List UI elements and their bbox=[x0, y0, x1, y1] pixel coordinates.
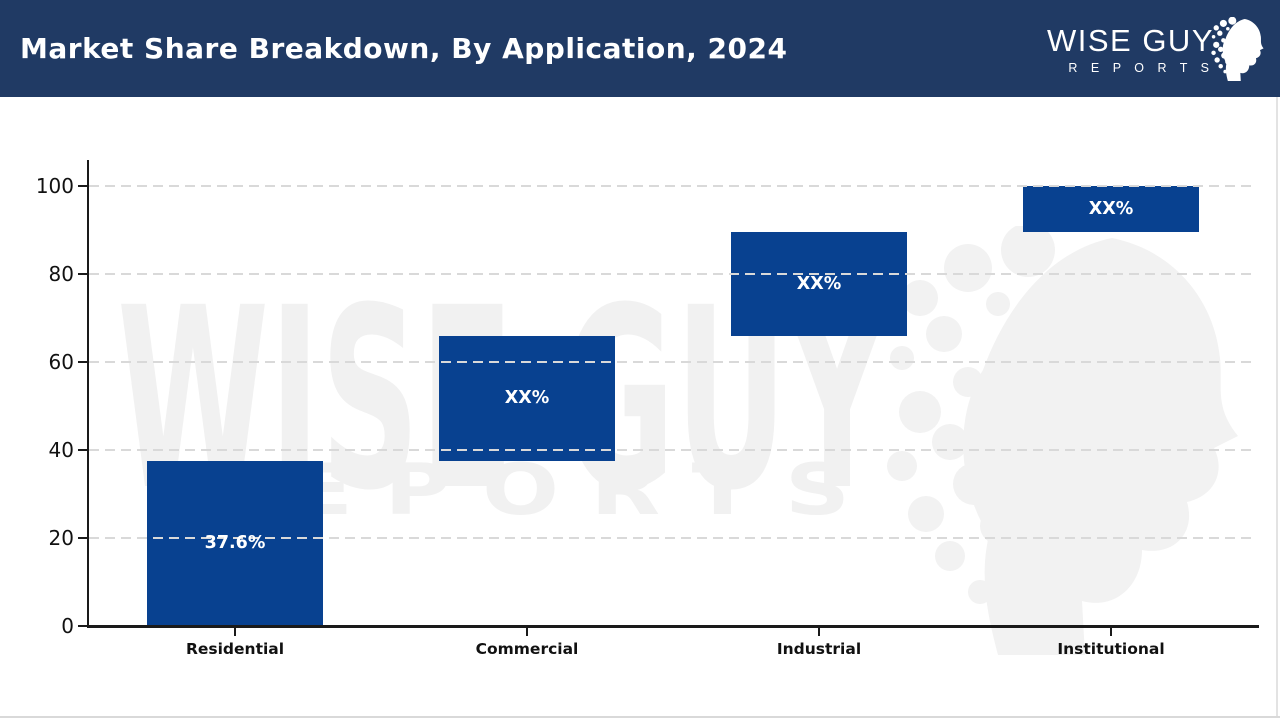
gridline bbox=[89, 273, 1257, 275]
y-tick-mark bbox=[78, 537, 87, 539]
header-bar: Market Share Breakdown, By Application, … bbox=[0, 0, 1280, 97]
logo-head-icon bbox=[1210, 17, 1268, 82]
y-tick-mark bbox=[78, 185, 87, 187]
bar-institutional: XX% bbox=[1023, 186, 1199, 233]
bar-residential: 37.6% bbox=[147, 460, 323, 626]
x-axis-spine bbox=[87, 625, 1259, 628]
y-tick-label: 40 bbox=[48, 438, 74, 462]
y-tick-mark bbox=[78, 449, 87, 451]
bar-commercial: XX% bbox=[439, 336, 615, 461]
x-tick-mark bbox=[526, 628, 528, 636]
page-border-bottom bbox=[0, 716, 1280, 718]
logo-reports-text: R E P O R T S bbox=[1068, 61, 1214, 75]
y-tick-label: 0 bbox=[61, 614, 74, 638]
y-tick-label: 100 bbox=[35, 174, 74, 198]
x-axis-category-label: Industrial bbox=[776, 640, 862, 658]
y-tick-label: 20 bbox=[48, 526, 74, 550]
y-tick-mark bbox=[78, 625, 87, 627]
bar-value-label: XX% bbox=[504, 388, 550, 409]
logo-wise-guy-text: WISE GUY bbox=[1046, 23, 1214, 58]
y-tick-mark bbox=[78, 273, 87, 275]
page-border-right bbox=[1276, 97, 1278, 717]
gridline bbox=[89, 361, 1257, 363]
y-tick-mark bbox=[78, 361, 87, 363]
wise-guy-reports-logo: WISE GUY R E P O R T S bbox=[1047, 8, 1268, 90]
x-axis-category-label: Institutional bbox=[1057, 640, 1165, 658]
x-tick-mark bbox=[234, 628, 236, 636]
x-tick-mark bbox=[818, 628, 820, 636]
bar-industrial: XX% bbox=[731, 232, 907, 337]
y-tick-label: 80 bbox=[48, 262, 74, 286]
x-axis-category-label: Commercial bbox=[475, 640, 579, 658]
bar-value-label: 37.6% bbox=[204, 533, 266, 554]
y-tick-label: 60 bbox=[48, 350, 74, 374]
gridline bbox=[89, 449, 1257, 451]
bar-value-label: XX% bbox=[796, 274, 842, 295]
x-tick-mark bbox=[1110, 628, 1112, 636]
gridline bbox=[89, 537, 1257, 539]
gridline bbox=[89, 185, 1257, 187]
x-axis-category-label: Residential bbox=[185, 640, 285, 658]
page-title: Market Share Breakdown, By Application, … bbox=[20, 32, 788, 65]
bar-value-label: XX% bbox=[1088, 199, 1134, 220]
y-axis-spine bbox=[87, 160, 89, 627]
